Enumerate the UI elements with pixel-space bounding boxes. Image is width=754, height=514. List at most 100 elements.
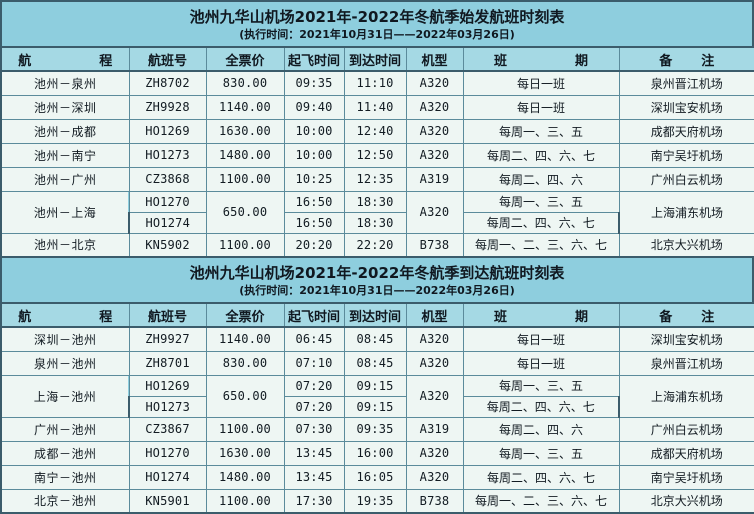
cell-flight-no: HO1269	[128, 118, 207, 144]
cell-flight-no: HO1273	[128, 142, 207, 168]
cell-flight-no: ZH9928	[128, 94, 207, 120]
departures-table-header: 航 程 航班号 全票价 起飞时间 到达时间 机型 班 期 备 注	[0, 46, 754, 72]
cell-route: 广州－池州	[0, 416, 130, 442]
header-row: 航 程 航班号 全票价 起飞时间 到达时间 机型 班 期 备 注	[0, 302, 754, 328]
cell-price: 1100.00	[205, 488, 285, 514]
cell-remarks: 广州白云机场	[618, 166, 754, 192]
cell-arrival-time: 12:40	[343, 118, 407, 144]
cell-departure-time: 13:45	[283, 464, 345, 490]
cell-flight-no: KN5901	[128, 488, 207, 514]
cell-aircraft: A320	[405, 118, 464, 144]
cell-price: 1480.00	[205, 142, 285, 168]
cell-arrival-time: 12:35	[343, 166, 407, 192]
cell-departure-time: 17:30	[283, 488, 345, 514]
cell-days: 每日一班	[462, 70, 620, 96]
cell-flight-no: HO1269	[128, 374, 207, 397]
col-header-arrival: 到达时间	[343, 46, 407, 72]
table-row: 池州－北京 KN5902 1100.00 20:20 22:20 B738 每周一、二、三、…	[0, 232, 754, 258]
cell-price: 830.00	[205, 350, 285, 376]
cell-departure-time: 09:35	[283, 70, 345, 96]
cell-price: 1140.00	[205, 94, 285, 120]
cell-price: 1100.00	[205, 232, 285, 258]
arrivals-title-band: 池州九华山机场2021年-2022年冬航季到达航班时刻表 (执行时间：2021年…	[0, 258, 754, 302]
cell-flight-no: KN5902	[128, 232, 207, 258]
cell-flight-no: HO1274	[128, 464, 207, 490]
cell-remarks: 成都天府机场	[618, 440, 754, 466]
cell-remarks: 北京大兴机场	[618, 232, 754, 258]
table-row: 池州－泉州 ZH8702 830.00 09:35 11:10 A320 每日一班 泉州晋江机…	[0, 70, 754, 96]
cell-route: 池州－广州	[0, 166, 130, 192]
cell-route: 深圳－池州	[0, 326, 130, 352]
cell-flight-no: HO1273	[128, 395, 207, 418]
header-row: 航 程 航班号 全票价 起飞时间 到达时间 机型 班 期 备 注	[0, 46, 754, 72]
cell-flight-no: CZ3868	[128, 166, 207, 192]
col-header-remarks: 备 注	[618, 302, 754, 328]
cell-days: 每周一、三、五	[462, 190, 620, 213]
cell-days: 每周一、三、五	[462, 118, 620, 144]
cell-remarks: 北京大兴机场	[618, 488, 754, 514]
cell-price: 1630.00	[205, 440, 285, 466]
table-row: 南宁－池州 HO1274 1480.00 13:45 16:05 A320 每周二、四、六、…	[0, 464, 754, 490]
cell-days: 每周二、四、六、七	[462, 464, 620, 490]
col-header-price: 全票价	[205, 302, 285, 328]
cell-arrival-time: 11:40	[343, 94, 407, 120]
cell-days: 每日一班	[462, 350, 620, 376]
table-row: 池州－上海 HO1270 650.00 16:50 18:30 A320 每周一、三、五 上海…	[0, 190, 754, 234]
cell-remarks: 上海浦东机场	[618, 374, 754, 418]
arrivals-table-body: 深圳－池州 ZH9927 1140.00 06:45 08:45 A320 每日一班 深圳宝安…	[0, 326, 754, 514]
cell-arrival-time: 16:00	[343, 440, 407, 466]
col-header-days: 班 期	[462, 302, 620, 328]
cell-remarks: 深圳宝安机场	[618, 94, 754, 120]
cell-arrival-time: 19:35	[343, 488, 407, 514]
cell-departure-time: 10:00	[283, 142, 345, 168]
cell-departure-time: 16:50	[283, 190, 345, 213]
table-row: 池州－深圳 ZH9928 1140.00 09:40 11:40 A320 每日一班 深圳宝安…	[0, 94, 754, 120]
cell-days: 每日一班	[462, 94, 620, 120]
cell-aircraft: A320	[405, 464, 464, 490]
cell-route: 池州－泉州	[0, 70, 130, 96]
table-row: 池州－成都 HO1269 1630.00 10:00 12:40 A320 每周一、三、五成…	[0, 118, 754, 144]
cell-price: 1140.00	[205, 326, 285, 352]
cell-aircraft: A319	[405, 166, 464, 192]
col-header-aircraft: 机型	[405, 46, 464, 72]
departures-subtitle: (执行时间：2021年10月31日——2022年03月26日)	[239, 28, 515, 41]
cell-flight-no: HO1270	[128, 440, 207, 466]
cell-departure-time: 20:20	[283, 232, 345, 258]
cell-remarks: 成都天府机场	[618, 118, 754, 144]
cell-departure-time: 10:00	[283, 118, 345, 144]
cell-arrival-time: 18:30	[343, 190, 407, 213]
cell-flight-no: ZH8702	[128, 70, 207, 96]
cell-days: 每周二、四、六	[462, 416, 620, 442]
cell-remarks: 泉州晋江机场	[618, 350, 754, 376]
cell-departure-time: 16:50	[283, 211, 345, 234]
departures-table-body: 池州－泉州 ZH8702 830.00 09:35 11:10 A320 每日一班 泉州晋江机…	[0, 70, 754, 258]
cell-remarks: 南宁吴圩机场	[618, 464, 754, 490]
cell-route: 泉州－池州	[0, 350, 130, 376]
cell-days: 每日一班	[462, 326, 620, 352]
cell-days: 每周一、三、五	[462, 374, 620, 397]
cell-remarks: 南宁吴圩机场	[618, 142, 754, 168]
cell-days: 每周二、四、六、七	[462, 142, 620, 168]
cell-aircraft: A320	[405, 350, 464, 376]
col-header-flight-no: 航班号	[128, 302, 207, 328]
arrivals-subtitle: (执行时间：2021年10月31日——2022年03月26日)	[239, 284, 515, 297]
cell-price: 830.00	[205, 70, 285, 96]
cell-price: 1630.00	[205, 118, 285, 144]
cell-flight-no: ZH8701	[128, 350, 207, 376]
cell-price: 1480.00	[205, 464, 285, 490]
col-header-days: 班 期	[462, 46, 620, 72]
cell-flight-no: ZH9927	[128, 326, 207, 352]
table-row: 北京－池州 KN5901 1100.00 17:30 19:35 B738 每周一、二、三、…	[0, 488, 754, 514]
cell-price: 1100.00	[205, 166, 285, 192]
arrivals-table-header: 航 程 航班号 全票价 起飞时间 到达时间 机型 班 期 备 注	[0, 302, 754, 328]
departures-title: 池州九华山机场2021年-2022年冬航季始发航班时刻表	[189, 8, 565, 26]
cell-arrival-time: 08:45	[343, 326, 407, 352]
cell-arrival-time: 12:50	[343, 142, 407, 168]
arrivals-schedule-block: 池州九华山机场2021年-2022年冬航季到达航班时刻表 (执行时间：2021年…	[0, 258, 754, 514]
cell-aircraft: B738	[405, 488, 464, 514]
cell-days: 每周二、四、六	[462, 166, 620, 192]
col-header-route: 航 程	[0, 302, 130, 328]
cell-arrival-time: 22:20	[343, 232, 407, 258]
cell-flight-no: HO1274	[128, 211, 207, 234]
cell-aircraft: A320	[405, 190, 464, 234]
